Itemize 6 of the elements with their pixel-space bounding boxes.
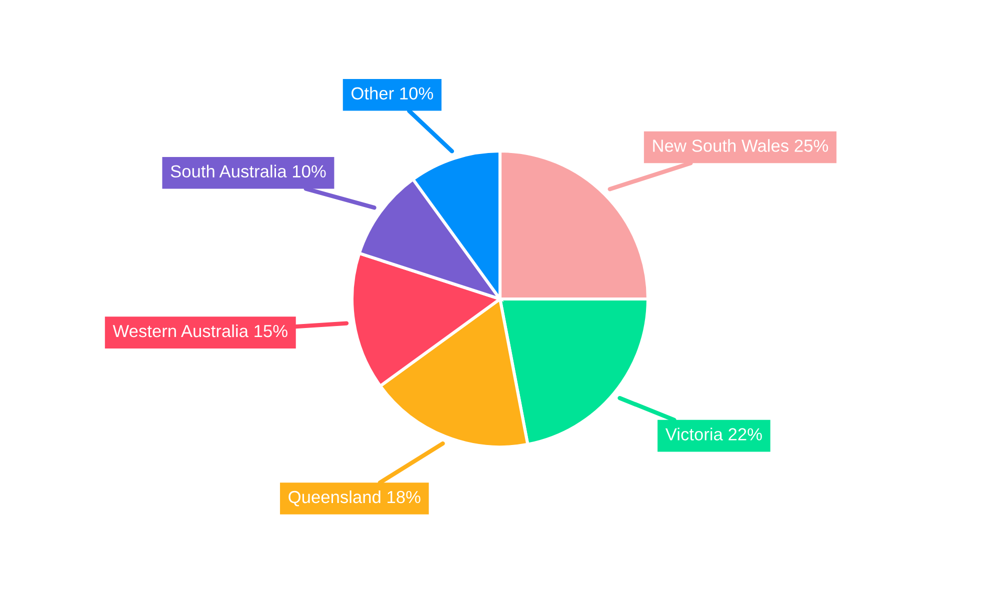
slice-label: South Australia 10%	[170, 164, 326, 178]
slice-label: Victoria 22%	[665, 428, 762, 440]
slice-label: Other 10%	[352, 86, 434, 100]
slice-label: Western Australia 15%	[112, 324, 288, 338]
slice-label: Queensland 18%	[288, 490, 420, 506]
slice-label: New South Wales 25%	[653, 139, 828, 152]
